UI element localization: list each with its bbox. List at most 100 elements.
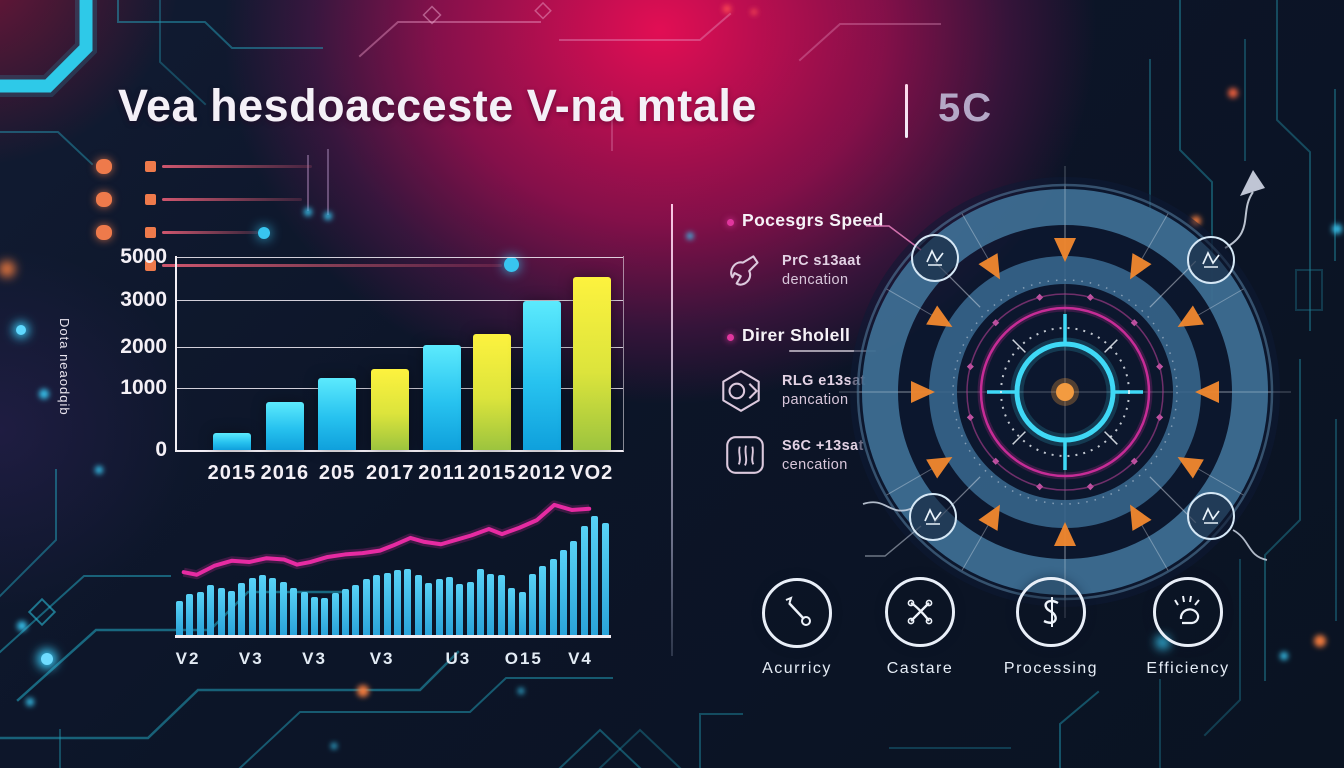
mini-bar [394,570,401,635]
y-tick-label: 2000 [120,334,167,358]
orange-dot [96,225,112,240]
cyan-dot [258,227,270,239]
gauge-badge-bottom-right [1187,492,1235,540]
orange-marker [1130,504,1152,531]
mini-bar [352,585,360,635]
hand-rays-icon [1174,595,1200,625]
orange-marker [1177,305,1204,327]
decor-line [162,198,302,201]
x-tick-label: 2012 [517,462,567,484]
section-label: Pocesgrs Speed [742,210,884,230]
y-tick-label: 0 [155,438,167,461]
mini-bar [404,568,412,635]
mini-bar [207,585,215,635]
x-tick-label: 2011 [418,462,466,484]
mini-bar [269,577,277,635]
dollar-icon [1043,597,1059,627]
decor-line [162,264,502,267]
mini-bar [414,575,422,635]
mini-bar [176,600,183,635]
mini-bar [310,596,318,635]
bar [371,368,410,450]
wrench-icon [730,255,759,286]
mini-x-label: U3 [445,649,472,668]
kpi-label: Castare [886,660,954,677]
mini-bar [435,579,443,635]
grid-line [177,346,623,348]
metric-line1: S6C +13sat [782,438,864,454]
gauge-badge-top-left [911,234,959,282]
mini-x-label: V3 [238,649,264,668]
mini-bar [290,588,298,635]
metric-line2: cencation [782,456,848,473]
mini-bar [591,515,599,635]
title-divider [905,84,908,138]
x-tick-label: 2016 [260,462,310,484]
orange-marker [1195,381,1219,403]
decor-row [96,152,556,185]
mini-bar [279,581,287,635]
orange-dot [96,159,112,174]
efficiency-button[interactable] [1153,577,1223,647]
bar [472,333,511,450]
orange-marker [978,253,1000,280]
mini-x-label: V3 [369,649,395,668]
cyan-dot [504,257,519,272]
radar-gauge [839,166,1291,618]
pin-icon [785,596,811,626]
mini-bar [466,581,474,635]
mini-bar [497,575,505,635]
orange-square [145,260,156,271]
mini-bar [342,589,350,635]
y-tick-label: 3000 [120,288,167,312]
arrow-up-icon [1240,170,1265,196]
gauge-badge-top-right [1187,236,1235,284]
decor-row [96,185,556,218]
castare-button[interactable] [885,577,955,647]
mini-bar [560,549,568,635]
mini-bar [373,575,381,635]
y-axis-title: Dota neaodqib [57,318,72,416]
metric-line2: dencation [782,271,849,288]
kpi-label: Processing [1003,660,1099,677]
chip-icon [726,436,764,474]
x-tick-label: 2015 [467,462,517,484]
orange-marker [1054,238,1076,262]
processing-button[interactable] [1016,577,1086,647]
gauge-badge-bottom-left [909,493,957,541]
mini-bar [456,584,464,635]
mini-bar [528,574,536,635]
mini-x-label: V2 [175,649,201,668]
orange-marker [926,305,953,327]
mini-x-label: V4 [568,649,593,668]
mini-bar [570,541,578,635]
orange-square [145,194,156,205]
mini-bar [487,574,495,635]
mini-bar [248,577,256,635]
bar [265,402,304,450]
header-badge: 5C [938,86,994,130]
metric-item: PrC s13aat dencation [782,252,861,290]
mini-bar [321,598,329,635]
accuracy-button[interactable] [762,578,832,648]
orange-marker [1130,253,1152,280]
mini-x-label: V3 [302,649,327,668]
metric-item: RLG e13sat pancation [782,372,866,410]
decor-row [96,251,556,284]
grid-line [177,300,623,302]
glow-dots [0,5,1342,749]
x-tick-label: 2017 [365,462,415,484]
orange-square [145,161,156,172]
bar-line-chart: V2 V3 V3 V3 U3 O15 V4 [175,500,611,668]
mini-bar [331,593,339,635]
mini-bar [217,588,225,635]
mini-bar [259,575,267,635]
mini-bar [445,576,453,635]
mini-bar [549,558,557,635]
mini-bar [300,591,308,635]
hexagon-icon [722,370,760,412]
metric-item: S6C +13sat cencation [782,437,864,475]
x-tick-label: 205 [318,462,356,484]
orange-marker [911,381,935,403]
